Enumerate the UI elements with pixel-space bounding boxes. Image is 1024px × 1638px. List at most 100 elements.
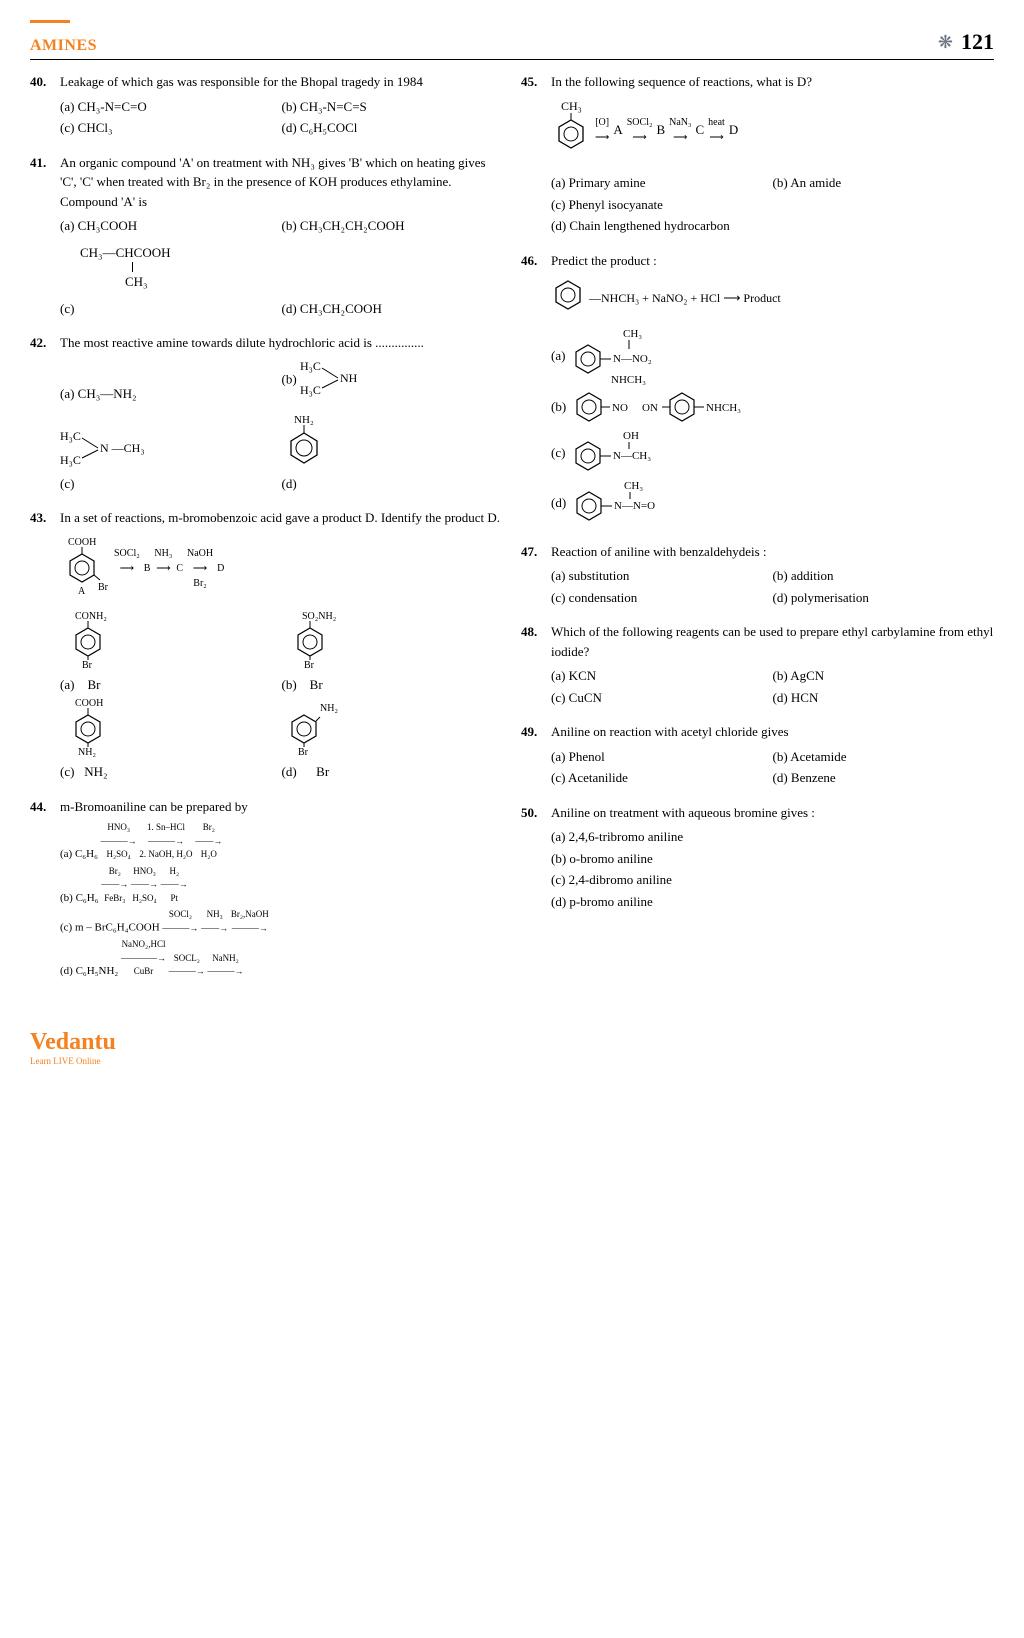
page-header: AMINES ❋ 121 [30, 29, 994, 60]
opt-b: (b) NOONNHCH₃ [551, 386, 994, 428]
r: Br₂,NaOH [231, 909, 269, 919]
svg-text:NH: NH [340, 371, 358, 385]
r: NaNH₂ [212, 953, 239, 963]
svg-text:COOH: COOH [75, 698, 103, 709]
r1: [O] [595, 117, 609, 128]
opt-label: (b) [551, 397, 566, 417]
opt-c: (c) m – BrC₆H₄COOH SOCl₂———→ NH₃——→ Br₂,… [60, 907, 503, 937]
question-text: An organic compound 'A' on treatment wit… [60, 155, 486, 209]
qnum: 48. [521, 622, 551, 708]
opt-label: (a) [60, 677, 74, 692]
svg-text:CONH₂: CONH₂ [75, 611, 107, 622]
decoration-icon: ❋ [938, 32, 953, 53]
chem: C₆H₆ [75, 848, 98, 860]
question-40: 40. Leakage of which gas was responsible… [30, 72, 503, 139]
svg-text:A: A [78, 586, 86, 596]
opt-c: (c) Phenyl isocyanate [551, 194, 994, 216]
reaction-scheme: COOHBrA SOCl₂⟶ B NH₃⟶ C NaOH⟶Br₂ D [60, 536, 503, 601]
struct-bot: CH₃ [125, 272, 503, 292]
question-text: Which of the following reagents can be u… [551, 624, 993, 659]
svg-text:SO₂NH₂: SO₂NH₂ [302, 611, 336, 622]
r: SOCL₂ [174, 953, 200, 963]
r: H₂SO₄ [107, 849, 131, 859]
qtext: Leakage of which gas was responsible for… [60, 72, 503, 139]
svg-text:N—CH₃: N—CH₃ [613, 450, 651, 462]
opt-a: (a) Primary amine [551, 172, 773, 194]
svg-text:CH₃: CH₃ [623, 328, 642, 340]
qnum: 43. [30, 508, 60, 783]
svg-text:NO: NO [612, 402, 628, 414]
opt-c: (c) Acetanilide [551, 767, 773, 789]
opt-label: (c) [60, 764, 74, 779]
question-48: 48. Which of the following reagents can … [521, 622, 994, 708]
opt-label: (d) [551, 493, 566, 513]
opt-d: (d) C₆H₅NH₂ NaNO₂,HCl————→CuBr SOCL₂———→… [60, 937, 503, 981]
opt-a: (a) KCN [551, 665, 773, 687]
opt-label: (c) [60, 922, 72, 934]
question-42: 42. The most reactive amine towards dilu… [30, 333, 503, 494]
opt-label: (b) [60, 892, 73, 904]
qtext: An organic compound 'A' on treatment wit… [60, 153, 503, 320]
chem: C₆H₅NH₂ [76, 965, 119, 977]
br-label: Br [316, 764, 329, 779]
opt-c: COOHNH₂ (c) NH₂ [60, 696, 282, 783]
question-text: Aniline on treatment with aqueous bromin… [551, 805, 815, 820]
r4: heat [708, 117, 725, 128]
qnum: 49. [521, 722, 551, 789]
question-text: In the following sequence of reactions, … [551, 74, 812, 89]
brand-logo: Vedantu [30, 1029, 994, 1056]
svg-text:Br: Br [98, 582, 109, 593]
chem: C₆H₆ [76, 892, 99, 904]
lD: D [729, 120, 738, 140]
r: CuBr [134, 966, 154, 976]
lD: D [217, 561, 224, 576]
qnum: 47. [521, 542, 551, 609]
reaction-scheme: CH₃ [O]⟶ A SOCl₂⟶ B NaN₃⟶ C heat⟶ D [551, 100, 994, 161]
svg-text:N —CH₃: N —CH₃ [100, 441, 145, 455]
opt-a: (a) CH₃-N=C=O [60, 96, 282, 118]
r: H₂SO₄ [132, 893, 156, 903]
opt-d: (d) C₆H₅COCl [282, 117, 504, 139]
structure-c: H₃C N —CH₃ H₃C [60, 428, 150, 474]
r: H₂ [169, 866, 179, 876]
opt-b: (b) CH₃CH₂CH₂COOH [282, 215, 504, 237]
br-label: Br [310, 677, 323, 692]
opt-b: (b) AgCN [773, 665, 995, 687]
lB: B [144, 561, 151, 576]
opt-b: (b) An amide [773, 172, 995, 194]
opt-label: (b) [282, 371, 297, 386]
svg-text:CH₃: CH₃ [624, 480, 643, 492]
r: NaNO₂,HCl [122, 939, 166, 949]
opt-label: (c) [551, 443, 565, 463]
lC: C [176, 561, 183, 576]
opt-a: (a) CH₃COOH [60, 215, 282, 237]
page-footer: Vedantu Learn LIVE Online [30, 1029, 994, 1066]
opt-a: CONH₂Br (a) Br [60, 609, 282, 696]
opt-a: (a) substitution [551, 565, 773, 587]
r: SOCl₂ [169, 909, 192, 919]
r: Br₂ [109, 866, 121, 876]
r: H₂O [201, 849, 217, 859]
brand-tagline: Learn LIVE Online [30, 1056, 994, 1066]
opt-b: SO₂NH₂Br (b) Br [282, 609, 504, 696]
svg-text:H₃C: H₃C [60, 453, 81, 467]
lA: A [613, 120, 622, 140]
opt-c: H₃CN —CH₃H₃C (c) [60, 427, 282, 494]
svg-text:OH: OH [623, 430, 639, 442]
opt-c: (c) condensation [551, 587, 773, 609]
svg-text:Br: Br [298, 747, 309, 757]
svg-text:H₃C: H₃C [60, 429, 81, 443]
question-41: 41. An organic compound 'A' on treatment… [30, 153, 503, 320]
opt-d: (d) p-bromo aniline [551, 891, 994, 913]
br-label: Br [87, 677, 100, 692]
svg-text:NH₂: NH₂ [294, 414, 314, 426]
qtext: m-Bromoaniline can be prepared by (a) C₆… [60, 797, 503, 985]
reaction-text: —NHCH₃ + NaNO₂ + HCl ⟶ Product [589, 289, 781, 307]
opt-label: (b) [282, 677, 297, 692]
r1: SOCl₂ [114, 548, 140, 559]
question-46: 46. Predict the product : —NHCH₃ + NaNO₂… [521, 251, 994, 528]
question-text: Leakage of which gas was responsible for… [60, 74, 423, 89]
qnum: 50. [521, 803, 551, 913]
opt-b: (b) C₆H₆ Br₂——→FeBr₃ HNO₃——→H₂SO₄ H₂——→P… [60, 864, 503, 908]
opt-a: (a) C₆H₆ HNO₃———→H₂SO₄ 1. Sn–HCl———→2. N… [60, 820, 503, 864]
